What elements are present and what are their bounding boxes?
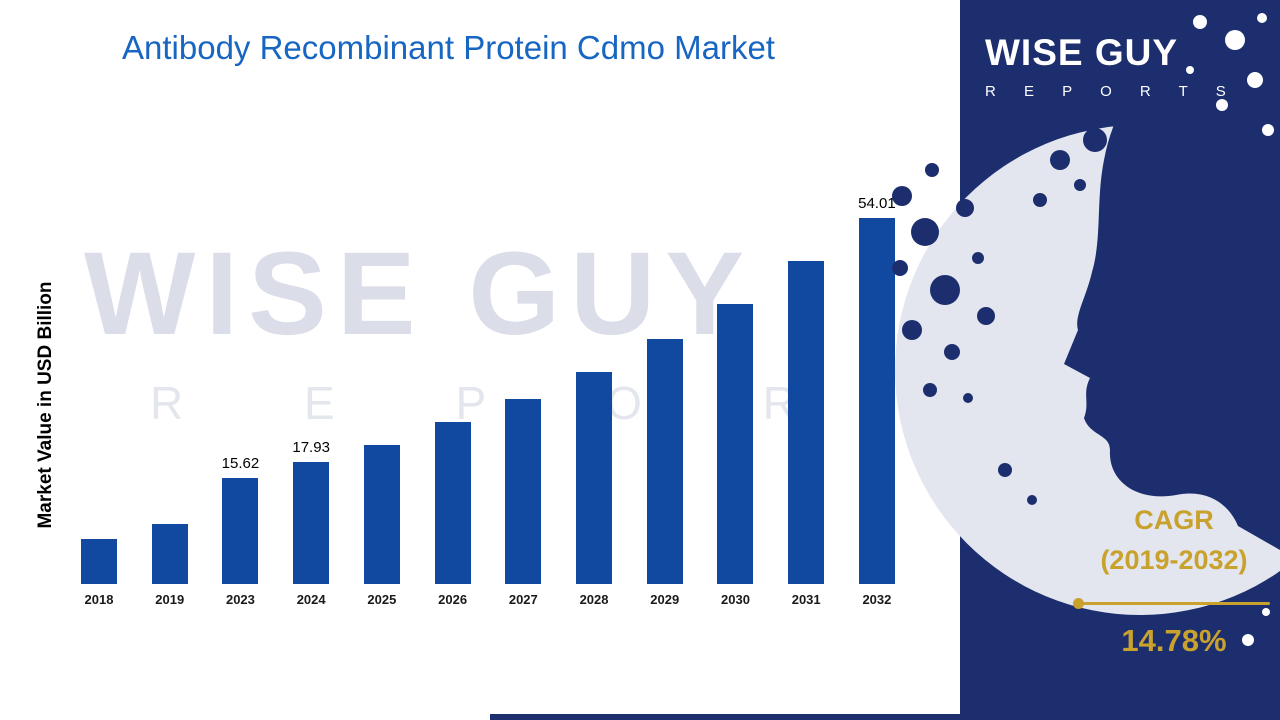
bar-chart: 2018 2019 15.62 2023 17.93 2024 2025 2026 2027 20…	[64, 195, 912, 608]
bar-group: 54.01 2032	[842, 195, 912, 608]
bar-group: 2028	[559, 349, 629, 608]
x-axis-tick-label: 2023	[225, 592, 255, 607]
cagr-divider	[1073, 598, 1270, 609]
page-title: Antibody Recombinant Protein Cdmo Market	[122, 29, 775, 66]
brand-reports-line: R E P O R T S	[985, 83, 1238, 100]
bar-group: 17.93 2024	[276, 439, 346, 608]
watermark-wordmark: WISE GUY	[84, 228, 755, 360]
x-axis-tick-label: 2032	[862, 592, 892, 607]
bar-group: 2031	[771, 238, 841, 608]
x-axis-tick-label: 2018	[84, 592, 114, 607]
x-axis-tick-label: 2024	[296, 592, 326, 607]
x-axis-tick-label: 2027	[508, 592, 538, 607]
bar-group: 2027	[488, 376, 558, 608]
x-axis-tick-label: 2026	[438, 592, 468, 607]
bar-group: 2025	[347, 422, 417, 608]
bar	[505, 399, 542, 584]
bar-group: 2019	[135, 501, 205, 608]
bar-group: 2018	[64, 516, 134, 608]
x-axis-tick-label: 2019	[155, 592, 185, 607]
bar-group: 2029	[630, 316, 700, 608]
brand-logo: WISE GUY R E P O R T S	[985, 32, 1238, 100]
bar	[293, 462, 330, 584]
bar-value-label: 54.01	[858, 195, 896, 212]
bar	[788, 261, 825, 584]
divider-dot-icon	[1073, 598, 1084, 609]
brand-name: WISE GUY	[985, 32, 1179, 73]
bar-value-label: 15.62	[221, 455, 260, 472]
bar	[222, 478, 259, 584]
x-axis-tick-label: 2029	[650, 592, 680, 607]
y-axis-title: Market Value in USD Billion	[35, 281, 56, 529]
footer-accent-bar	[490, 714, 1280, 720]
bar-group: 15.62 2023	[205, 455, 275, 608]
cagr-range: (2019-2032)	[1100, 545, 1248, 575]
cagr-value: 14.78%	[1121, 623, 1227, 658]
face-silhouette-graphic	[892, 13, 1280, 646]
bar	[576, 372, 613, 584]
bar	[646, 339, 683, 584]
bar-value-label: 17.93	[292, 439, 330, 456]
cagr-block: CAGR (2019-2032) 14.78%	[1072, 505, 1276, 659]
bar-group: 2026	[418, 399, 488, 608]
x-axis-tick-label: 2031	[791, 592, 821, 607]
x-axis-tick-label: 2030	[721, 592, 750, 607]
x-axis-tick-label: 2028	[579, 592, 609, 607]
bar	[151, 524, 188, 584]
bar	[81, 539, 117, 584]
bar-group: 2030	[700, 281, 770, 608]
bar	[858, 218, 895, 584]
bar	[434, 422, 471, 584]
bar	[363, 445, 400, 584]
bar	[717, 304, 754, 584]
cagr-label: CAGR	[1134, 505, 1214, 535]
x-axis-tick-label: 2025	[367, 592, 397, 607]
